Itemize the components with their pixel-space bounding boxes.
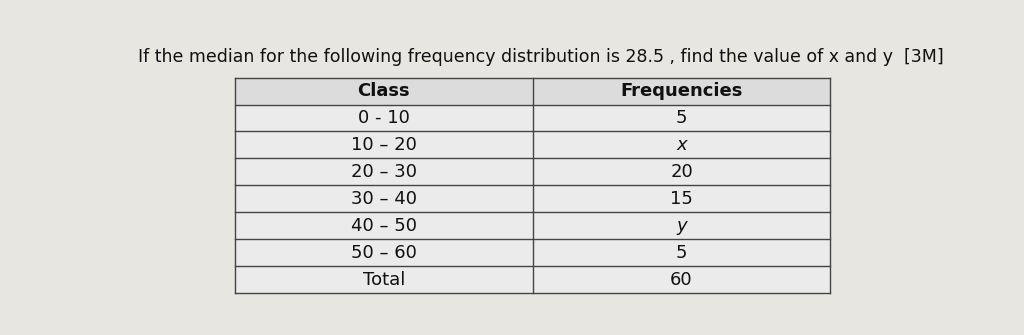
Bar — [236, 78, 830, 293]
Text: y: y — [676, 217, 687, 235]
Bar — [236, 78, 830, 105]
Text: 60: 60 — [671, 271, 693, 288]
Text: Total: Total — [362, 271, 406, 288]
Text: 15: 15 — [670, 190, 693, 208]
Text: Frequencies: Frequencies — [621, 82, 742, 100]
Text: 20 – 30: 20 – 30 — [351, 163, 417, 181]
Text: 0 - 10: 0 - 10 — [358, 109, 410, 127]
Text: If the median for the following frequency distribution is 28.5 , find the value : If the median for the following frequenc… — [137, 48, 943, 66]
Text: 30 – 40: 30 – 40 — [351, 190, 417, 208]
Text: x: x — [676, 136, 687, 154]
Text: 40 – 50: 40 – 50 — [351, 217, 417, 235]
Text: 10 – 20: 10 – 20 — [351, 136, 417, 154]
Text: 50 – 60: 50 – 60 — [351, 244, 417, 262]
Text: 20: 20 — [670, 163, 693, 181]
Text: Class: Class — [357, 82, 411, 100]
Text: 5: 5 — [676, 244, 687, 262]
Text: 5: 5 — [676, 109, 687, 127]
